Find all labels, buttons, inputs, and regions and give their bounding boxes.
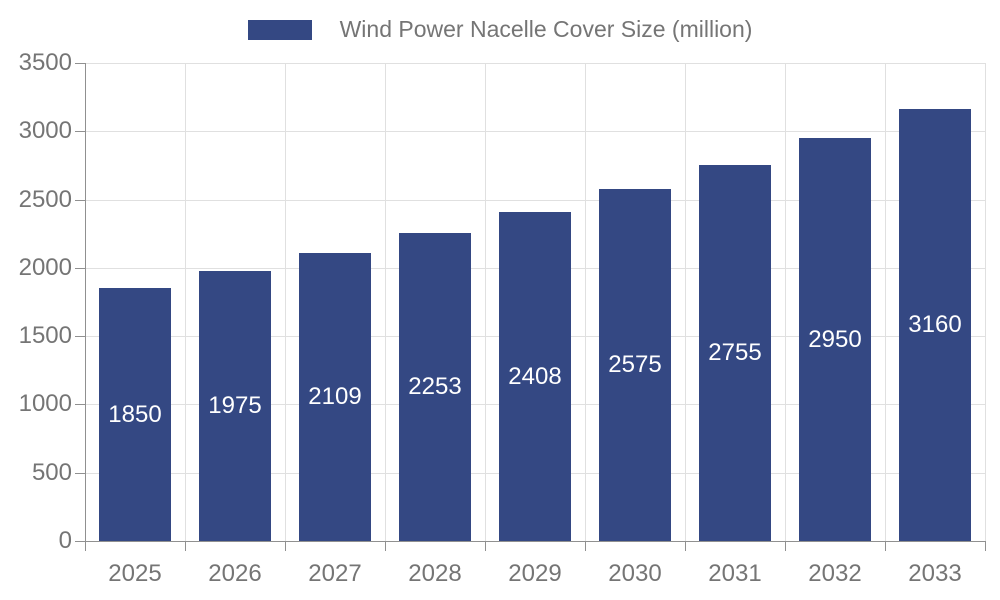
y-tick-label: 500 xyxy=(31,458,72,486)
x-axis-line xyxy=(75,541,985,542)
y-tick-label: 2500 xyxy=(18,185,72,213)
x-gridline xyxy=(585,63,586,541)
y-axis-tick xyxy=(75,404,85,406)
x-tick-label: 2030 xyxy=(608,560,662,587)
x-gridline xyxy=(185,63,186,541)
x-gridline xyxy=(285,63,286,541)
bar-value-label: 2408 xyxy=(508,362,562,390)
y-tick-label: 1000 xyxy=(18,390,72,418)
x-gridline xyxy=(385,63,386,541)
bar xyxy=(599,189,671,541)
y-axis-tick xyxy=(75,336,85,338)
x-tick-label: 2025 xyxy=(108,560,162,587)
y-axis-tick xyxy=(75,131,85,133)
x-axis-tick xyxy=(385,541,386,551)
x-axis-tick xyxy=(485,541,486,551)
y-tick-label: 1500 xyxy=(18,322,72,350)
x-tick-label: 2029 xyxy=(508,560,562,587)
x-gridline xyxy=(885,63,886,541)
x-tick-label: 2027 xyxy=(308,560,362,587)
x-gridline xyxy=(785,63,786,541)
x-tick-label: 2031 xyxy=(708,560,762,587)
y-tick-label: 3500 xyxy=(18,49,72,76)
legend-swatch xyxy=(247,19,312,40)
bar-value-label: 2253 xyxy=(408,373,462,401)
bar xyxy=(399,233,471,541)
y-tick-label: 3000 xyxy=(18,117,72,145)
x-gridline xyxy=(685,63,686,541)
x-tick-label: 2033 xyxy=(908,560,962,587)
y-gridline xyxy=(85,199,985,201)
x-axis-tick xyxy=(185,541,186,551)
y-axis-tick xyxy=(75,267,85,269)
x-tick-label: 2028 xyxy=(408,560,462,587)
bar-value-label: 3160 xyxy=(908,311,962,339)
x-axis-tick xyxy=(285,541,286,551)
legend-item[interactable]: Wind Power Nacelle Cover Size (million) xyxy=(0,16,1000,43)
bar-value-label: 2575 xyxy=(608,351,662,379)
bar xyxy=(299,252,371,541)
bar xyxy=(199,271,271,541)
bar-value-label: 2755 xyxy=(708,338,762,366)
bar-value-label: 2950 xyxy=(808,325,862,353)
bar xyxy=(699,164,771,541)
bar-value-label: 1850 xyxy=(108,400,162,428)
bar-value-label: 1975 xyxy=(208,392,262,420)
x-axis-tick xyxy=(885,541,886,551)
y-axis-line xyxy=(85,63,86,551)
y-gridline xyxy=(85,131,985,133)
x-gridline xyxy=(985,63,986,541)
bar xyxy=(499,212,571,541)
legend-label: Wind Power Nacelle Cover Size (million) xyxy=(339,16,753,42)
bar xyxy=(99,288,171,541)
x-gridline xyxy=(485,63,486,541)
x-tick-label: 2032 xyxy=(808,560,862,587)
x-tick-label: 2026 xyxy=(208,560,262,587)
bar-value-label: 2109 xyxy=(308,382,362,410)
y-axis-tick xyxy=(75,63,85,64)
x-axis-tick xyxy=(785,541,786,551)
y-axis-tick xyxy=(75,472,85,474)
bar xyxy=(899,109,971,541)
x-axis-tick xyxy=(685,541,686,551)
x-axis-tick xyxy=(985,541,986,551)
bar xyxy=(799,138,871,541)
y-axis-tick xyxy=(75,199,85,201)
y-gridline xyxy=(85,63,985,64)
y-tick-label: 2000 xyxy=(18,253,72,281)
x-axis-tick xyxy=(585,541,586,551)
y-tick-label: 0 xyxy=(58,527,72,554)
